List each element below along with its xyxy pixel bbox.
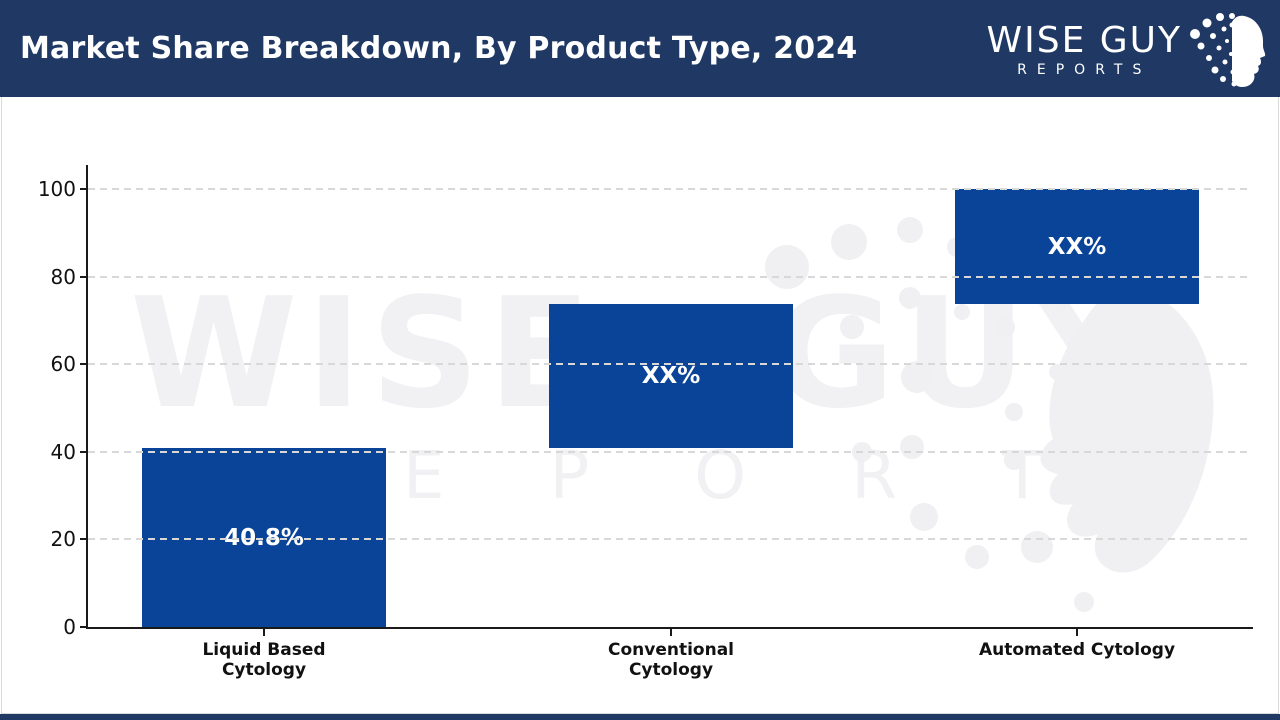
y-tick-mark	[80, 188, 87, 190]
plot-area: 40.8% XX% XX%	[88, 188, 1252, 627]
logo-subtitle: REPORTS	[1017, 61, 1152, 78]
gridline	[88, 363, 1252, 366]
y-tick-label: 100	[37, 177, 76, 201]
y-tick-mark	[80, 450, 87, 453]
x-tick-label-line: Cytology	[221, 660, 307, 680]
x-tick-mark	[263, 629, 265, 636]
bar-value-label: XX%	[641, 363, 701, 390]
logo-text: WISE GUY REPORTS	[987, 22, 1183, 78]
bar: XX%	[549, 304, 793, 449]
gridline	[88, 188, 1252, 190]
y-axis-line	[86, 165, 88, 629]
x-tick-label-line: Cytology	[628, 660, 714, 680]
x-tick-label: Automated Cytology	[927, 640, 1227, 660]
y-tick-label: 60	[50, 352, 76, 377]
x-tick-label-line: Conventional	[607, 640, 734, 660]
x-tick-mark	[1076, 629, 1078, 636]
x-tick-label: Conventional Cytology	[521, 640, 821, 680]
y-tick-label: 20	[50, 527, 76, 552]
gridline	[88, 538, 1252, 541]
footer-bar	[0, 714, 1280, 720]
brand-logo: WISE GUY REPORTS	[987, 8, 1267, 92]
y-tick-mark	[80, 363, 87, 366]
y-tick-label: 80	[50, 264, 76, 289]
y-tick-mark	[80, 538, 87, 541]
y-tick-label: 0	[63, 615, 76, 639]
header-bar: Market Share Breakdown, By Product Type,…	[0, 0, 1280, 97]
bar-value-label: 40.8%	[224, 524, 304, 551]
bar-value-label: XX%	[1047, 233, 1107, 260]
logo-wordmark: WISE GUY	[986, 20, 1182, 62]
x-tick-label-line: Liquid Based	[202, 640, 326, 660]
gridline	[88, 275, 1252, 278]
y-tick-mark	[80, 626, 87, 628]
x-axis-line	[86, 627, 1253, 629]
x-tick-mark	[670, 629, 672, 636]
bar: XX%	[955, 189, 1199, 305]
page-title: Market Share Breakdown, By Product Type,…	[20, 31, 858, 66]
x-tick-label: Liquid Based Cytology	[114, 640, 414, 680]
x-tick-label-line: Automated Cytology	[978, 640, 1176, 660]
gridline	[88, 450, 1252, 453]
y-tick-mark	[80, 275, 87, 278]
y-tick-label: 40	[50, 439, 76, 464]
logo-face-icon	[1190, 13, 1266, 87]
bar: 40.8%	[142, 448, 386, 627]
